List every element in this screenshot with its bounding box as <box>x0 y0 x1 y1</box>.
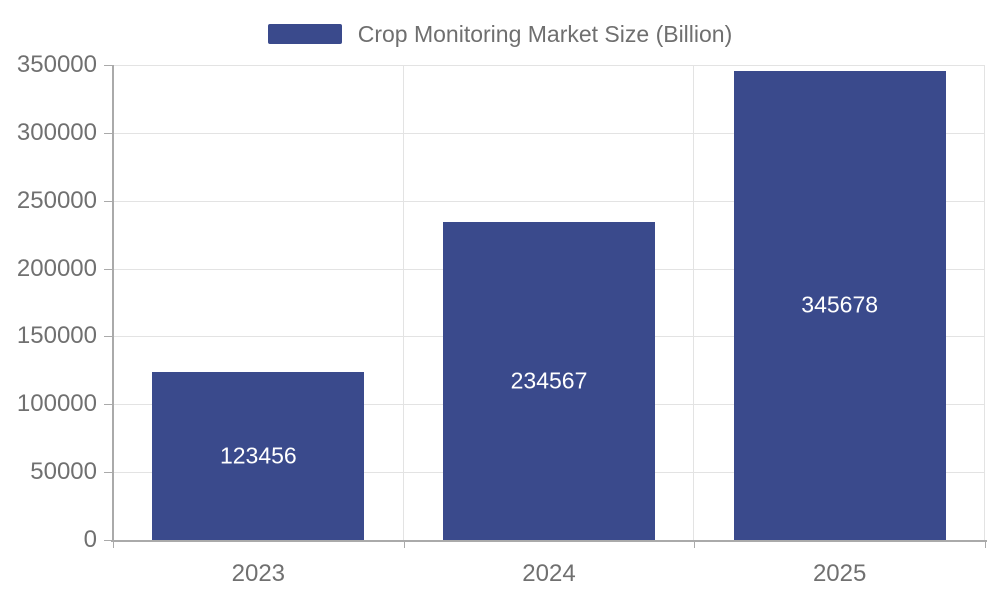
x-axis-label: 2024 <box>522 560 576 587</box>
y-axis-label: 0 <box>83 526 97 553</box>
y-axis-tick <box>104 268 112 270</box>
y-axis-label: 50000 <box>30 458 97 486</box>
horizontal-gridline <box>113 132 985 134</box>
y-axis-tick <box>104 65 112 66</box>
y-axis-tick <box>104 404 112 406</box>
horizontal-gridline <box>113 200 985 202</box>
x-axis-label: 2025 <box>812 560 867 587</box>
x-axis-label: 2023 <box>231 560 286 587</box>
bar-value-label: 123456 <box>219 442 297 469</box>
legend[interactable]: Crop Monitoring Market Size (Billion) <box>0 20 1000 48</box>
vertical-gridline <box>402 65 404 540</box>
y-axis-tick <box>104 132 112 134</box>
bar-value-label: 234567 <box>510 367 588 394</box>
y-axis-label: 300000 <box>16 118 97 146</box>
y-axis-tick <box>104 472 112 474</box>
y-axis-line <box>112 65 114 540</box>
y-axis-tick <box>104 200 112 202</box>
y-axis-label: 100000 <box>16 390 97 418</box>
y-axis-label: 250000 <box>16 186 97 214</box>
x-axis-tick <box>985 542 986 548</box>
bar-value-label: 345678 <box>801 291 879 318</box>
bar-2024[interactable]: 234567 <box>443 221 655 540</box>
legend-label: Crop Monitoring Market Size (Billion) <box>357 21 733 47</box>
x-axis-line <box>111 540 987 542</box>
plot-area: 123456 234567 345678 <box>113 65 985 540</box>
bar-2023[interactable]: 123456 <box>152 372 365 540</box>
y-axis-tick <box>104 336 112 338</box>
x-axis-tick <box>694 542 696 548</box>
y-axis-label: 150000 <box>16 322 97 350</box>
vertical-gridline <box>693 65 695 540</box>
x-axis-tick <box>113 542 114 548</box>
y-axis-label: 350000 <box>16 51 97 78</box>
vertical-gridline <box>984 65 985 540</box>
legend-swatch[interactable] <box>267 24 342 44</box>
x-axis-tick <box>403 542 405 548</box>
bar-2025[interactable]: 345678 <box>733 70 946 540</box>
y-axis-label: 200000 <box>16 254 97 282</box>
y-axis-tick <box>104 540 112 541</box>
horizontal-gridline <box>113 65 985 66</box>
